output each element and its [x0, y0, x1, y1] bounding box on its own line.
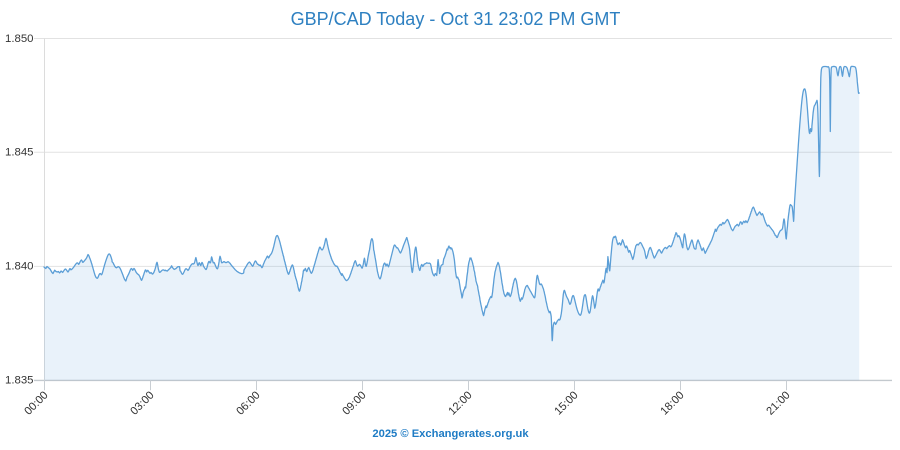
svg-text:2025 © Exchangerates.org.uk: 2025 © Exchangerates.org.uk	[372, 428, 529, 440]
svg-text:GBP/CAD Today - Oct 31 23:02 P: GBP/CAD Today - Oct 31 23:02 PM GMT	[291, 9, 621, 29]
svg-text:1.845: 1.845	[5, 147, 34, 159]
svg-text:1.850: 1.850	[5, 33, 34, 45]
svg-text:1.835: 1.835	[5, 375, 34, 387]
svg-text:1.840: 1.840	[5, 261, 34, 273]
